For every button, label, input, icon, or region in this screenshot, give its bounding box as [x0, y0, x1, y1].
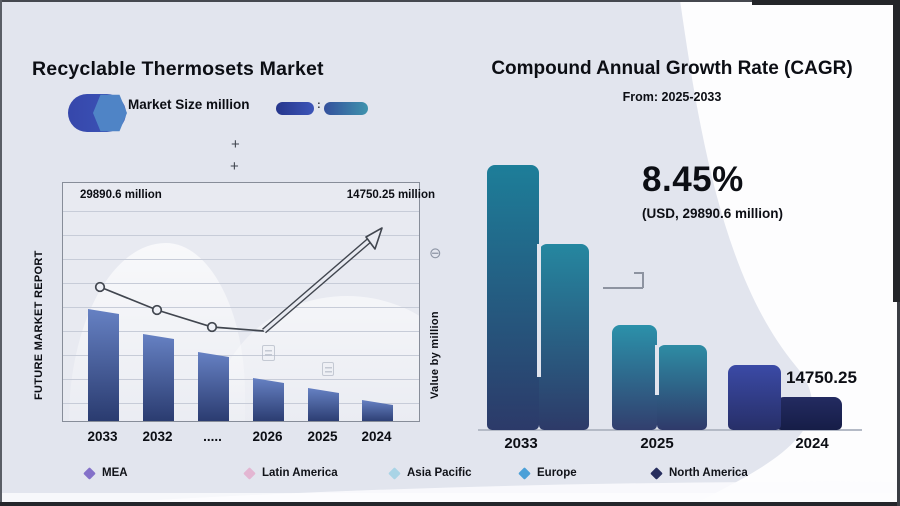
- end-value-label: 14750.25: [786, 368, 857, 387]
- x-tick-label: 2024: [361, 429, 392, 444]
- market-bar-2024: [362, 400, 393, 421]
- step-mark: [642, 272, 644, 288]
- legend-diamond-icon: [518, 466, 531, 480]
- plus-icon: +: [230, 158, 239, 175]
- market-size-label: Market Size million: [128, 97, 250, 112]
- gridline: [63, 235, 419, 236]
- cagr-bar-2024-1: [728, 365, 781, 430]
- frame-border: [0, 0, 900, 2]
- legend-label: North America: [669, 467, 748, 479]
- legend-diamond-icon: [83, 466, 96, 480]
- legend-label: Europe: [537, 467, 577, 479]
- cagr-bar-2033-1: [487, 165, 539, 430]
- market-size-chart: [62, 182, 420, 422]
- cagr-subtitle: From: 2025-2033: [622, 90, 722, 104]
- market-bar-2032: [143, 334, 174, 421]
- cagr-title: Compound Annual Growth Rate (CAGR): [491, 58, 853, 79]
- chart-start-value: 29890.6 million: [80, 189, 162, 201]
- x-tick-label: 2026: [252, 429, 283, 444]
- cagr-bar-2033-2: [539, 244, 589, 430]
- x-tick-label: 2033: [504, 435, 538, 452]
- cagr-bar-2024-2: [776, 397, 842, 430]
- market-size-pill-icon: [68, 94, 127, 132]
- frame-border: [0, 502, 900, 506]
- page-title: Recyclable Thermosets Market: [32, 58, 324, 80]
- ratio-pill-right-icon: [324, 102, 368, 115]
- cagr-value: 8.45%: [642, 160, 744, 199]
- y-axis-label-left: FUTURE MARKET REPORT: [33, 250, 45, 400]
- bar-gap: [537, 244, 541, 377]
- gridline: [63, 259, 419, 260]
- gridline: [63, 403, 419, 404]
- market-bar-2033: [88, 309, 119, 421]
- legend-diamond-icon: [243, 466, 256, 480]
- market-bar-2025: [308, 388, 339, 421]
- legend-item-asia-pacific: Asia Pacific: [388, 466, 472, 480]
- ratio-separator: :: [317, 99, 321, 111]
- step-mark: [634, 272, 643, 274]
- bar-gap: [655, 345, 659, 395]
- x-tick-label: .....: [203, 429, 222, 444]
- market-bar-2026: [253, 378, 284, 421]
- legend-label: MEA: [102, 467, 128, 479]
- plus-icon: +: [231, 136, 240, 153]
- bottom-highlight: [0, 493, 900, 503]
- x-tick-label: 2024: [795, 435, 829, 452]
- x-tick-label: 2025: [307, 429, 338, 444]
- gridline: [63, 211, 419, 212]
- legend-diamond-icon: [388, 466, 401, 480]
- legend-diamond-icon: [650, 466, 663, 480]
- gridline: [63, 355, 419, 356]
- legend-label: Latin America: [262, 467, 338, 479]
- cagr-bar-2025-2: [657, 345, 707, 430]
- gridline: [63, 379, 419, 380]
- cagr-callout: 8.45% (USD, 29890.6 million): [642, 160, 783, 221]
- gridline: [63, 307, 419, 308]
- chart-end-value: 14750.25 million: [346, 189, 435, 201]
- cagr-bar-2025-1: [612, 325, 657, 430]
- legend-label: Asia Pacific: [407, 467, 472, 479]
- gridline: [63, 283, 419, 284]
- legend-item-north-america: North America: [650, 466, 748, 480]
- x-tick-label: 2033: [87, 429, 118, 444]
- legend-item-europe: Europe: [518, 466, 577, 480]
- ratio-pill-left-icon: [276, 102, 314, 115]
- market-bar-.....: [198, 352, 229, 421]
- document-watermark-icon: [262, 345, 275, 361]
- x-tick-label: 2025: [640, 435, 674, 452]
- x-axis-line: [478, 429, 862, 431]
- x-tick-label: 2032: [142, 429, 173, 444]
- circle-minus-icon: ⊖: [429, 245, 442, 262]
- document-watermark-icon: [322, 362, 334, 376]
- frame-border: [752, 0, 900, 5]
- frame-border: [893, 0, 900, 302]
- legend-item-latin-america: Latin America: [243, 466, 338, 480]
- cagr-detail: (USD, 29890.6 million): [642, 206, 784, 221]
- step-mark: [603, 287, 643, 289]
- legend-item-mea: MEA: [83, 466, 128, 480]
- y-axis-label-right: Value by million: [429, 311, 441, 399]
- frame-border: [0, 0, 2, 506]
